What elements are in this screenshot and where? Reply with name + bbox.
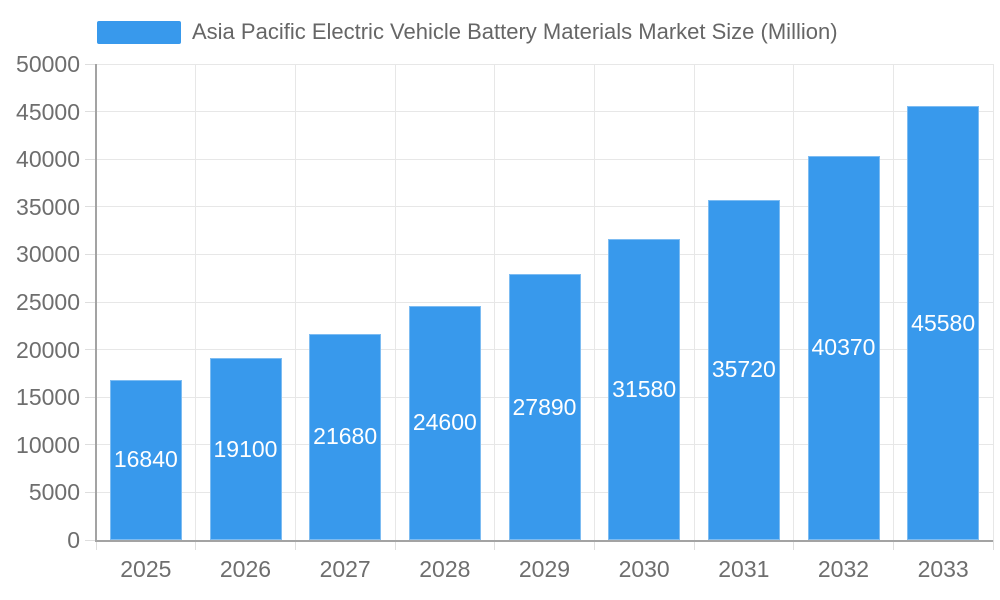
y-axis-tick (85, 349, 96, 351)
x-axis-tick (394, 540, 396, 550)
bar-2030: 31580 (608, 239, 681, 540)
x-axis-tick (294, 540, 296, 550)
x-axis-tick (793, 540, 795, 550)
y-axis-tick (85, 111, 96, 113)
bar-2028: 24600 (408, 305, 481, 540)
legend-label: Asia Pacific Electric Vehicle Battery Ma… (192, 19, 838, 44)
y-axis-tick-label: 25000 (16, 289, 80, 315)
y-axis-tick-label: 15000 (16, 384, 80, 411)
y-gridline (96, 158, 993, 160)
bar-2027: 21680 (309, 333, 382, 540)
bar-2025: 16840 (109, 379, 182, 540)
y-gridline (96, 206, 993, 208)
bar-2031: 35720 (707, 199, 780, 540)
y-axis-tick-label: 35000 (16, 193, 80, 220)
y-axis-tick-label: 20000 (16, 336, 80, 363)
bar-value-label: 27890 (512, 393, 577, 420)
y-axis-tick (85, 63, 96, 65)
x-gridline (294, 64, 296, 540)
y-axis-tick-label: 30000 (16, 241, 80, 268)
x-axis-tick (195, 540, 197, 550)
x-axis-tick (593, 540, 595, 550)
legend-swatch[interactable] (97, 20, 181, 44)
x-axis-tick (992, 540, 994, 550)
y-axis-tick (85, 444, 96, 446)
bar-value-label: 35720 (711, 356, 776, 383)
x-gridline (992, 64, 994, 540)
x-axis-tick-label: 2027 (319, 556, 371, 582)
bar-value-label: 16840 (113, 446, 178, 473)
bar-2033: 45580 (907, 106, 980, 540)
y-axis-tick-label: 0 (67, 527, 80, 553)
bar-value-label: 21680 (313, 423, 378, 450)
y-axis-tick (85, 539, 96, 541)
x-gridline (494, 64, 496, 540)
y-axis-tick-label: 45000 (16, 98, 80, 125)
bar-value-label: 24600 (412, 409, 477, 436)
x-gridline (394, 64, 396, 540)
x-axis-tick-label: 2028 (419, 556, 471, 582)
x-axis-tick-label: 2029 (518, 556, 571, 582)
x-axis-tick-label: 2025 (120, 556, 172, 582)
chart-legend[interactable]: Asia Pacific Electric Vehicle Battery Ma… (97, 19, 838, 45)
x-gridline (793, 64, 795, 540)
x-axis-tick-label: 2031 (718, 556, 770, 582)
x-axis-tick-label: 2033 (917, 556, 969, 582)
y-axis-tick (85, 491, 96, 493)
x-axis-tick-label: 2030 (618, 556, 670, 582)
y-axis-line (94, 64, 97, 541)
x-gridline (693, 64, 695, 540)
x-gridline (195, 64, 197, 540)
bar-2032: 40370 (807, 155, 880, 540)
bar-value-label: 19100 (213, 435, 278, 462)
y-axis-tick-label: 10000 (16, 431, 80, 458)
bar-2026: 19100 (209, 358, 282, 540)
bar-value-label: 31580 (612, 376, 677, 403)
x-gridline (892, 64, 894, 540)
x-axis-tick (95, 540, 97, 550)
y-axis-tick (85, 301, 96, 303)
y-gridline (96, 253, 993, 255)
bar-value-label: 45580 (911, 309, 976, 336)
y-axis-tick-label: 5000 (28, 479, 80, 506)
x-gridline (593, 64, 595, 540)
x-axis-tick (693, 540, 695, 550)
bar-value-label: 40370 (811, 334, 876, 361)
y-gridline (96, 63, 993, 65)
x-axis-tick-label: 2032 (817, 556, 870, 582)
x-axis-tick (892, 540, 894, 550)
y-axis-tick (85, 158, 96, 160)
y-gridline (96, 111, 993, 113)
x-axis-tick-label: 2026 (219, 556, 272, 582)
x-axis-line (94, 539, 993, 542)
bar-2029: 27890 (508, 274, 581, 540)
y-axis-tick (85, 206, 96, 208)
y-axis-tick-label: 40000 (16, 146, 80, 173)
y-axis-tick (85, 396, 96, 398)
x-axis-tick (494, 540, 496, 550)
y-axis-tick (85, 253, 96, 255)
y-axis-tick-label: 50000 (16, 51, 80, 77)
